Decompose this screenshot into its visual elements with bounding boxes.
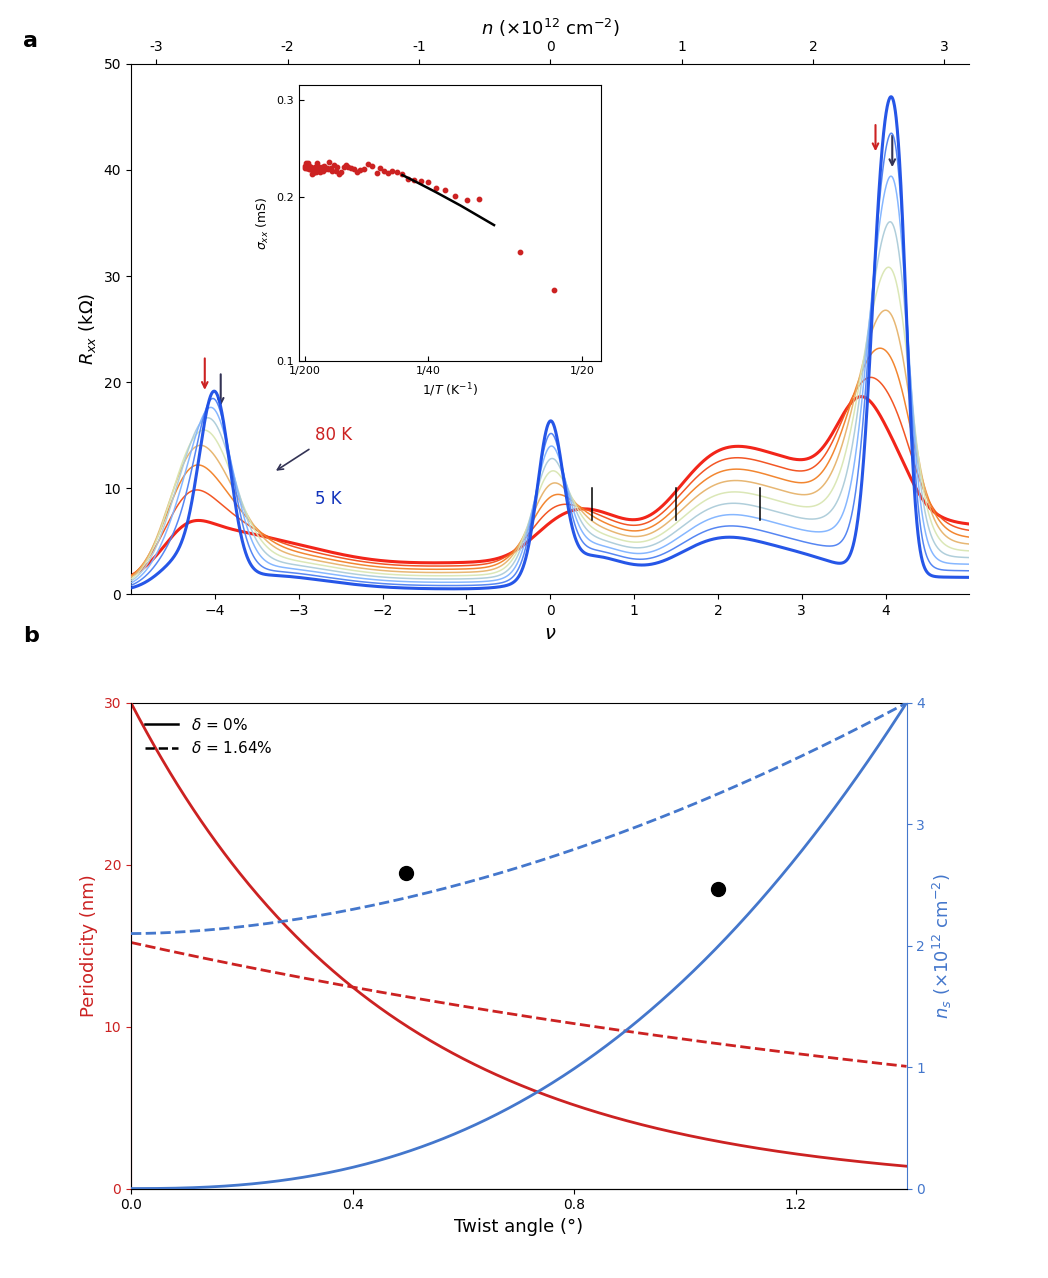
X-axis label: $\nu$: $\nu$ <box>544 624 556 643</box>
Legend: $\delta$ = 0%, $\delta$ = 1.64%: $\delta$ = 0%, $\delta$ = 1.64% <box>138 711 278 763</box>
Text: a: a <box>23 31 38 51</box>
Y-axis label: $n_s$ ($\times$10$^{12}$ cm$^{-2}$): $n_s$ ($\times$10$^{12}$ cm$^{-2}$) <box>931 873 954 1019</box>
Y-axis label: Periodicity (nm): Periodicity (nm) <box>80 874 99 1017</box>
X-axis label: $n$ ($\times$10$^{12}$ cm$^{-2}$): $n$ ($\times$10$^{12}$ cm$^{-2}$) <box>481 17 619 38</box>
Text: 80 K: 80 K <box>315 427 352 445</box>
Text: 5 K: 5 K <box>315 489 342 509</box>
X-axis label: Twist angle (°): Twist angle (°) <box>454 1218 584 1236</box>
Text: b: b <box>23 625 39 645</box>
Point <box>397 863 414 883</box>
Point <box>709 879 726 900</box>
Y-axis label: $R_{xx}$ (k$\Omega$): $R_{xx}$ (k$\Omega$) <box>78 293 99 366</box>
